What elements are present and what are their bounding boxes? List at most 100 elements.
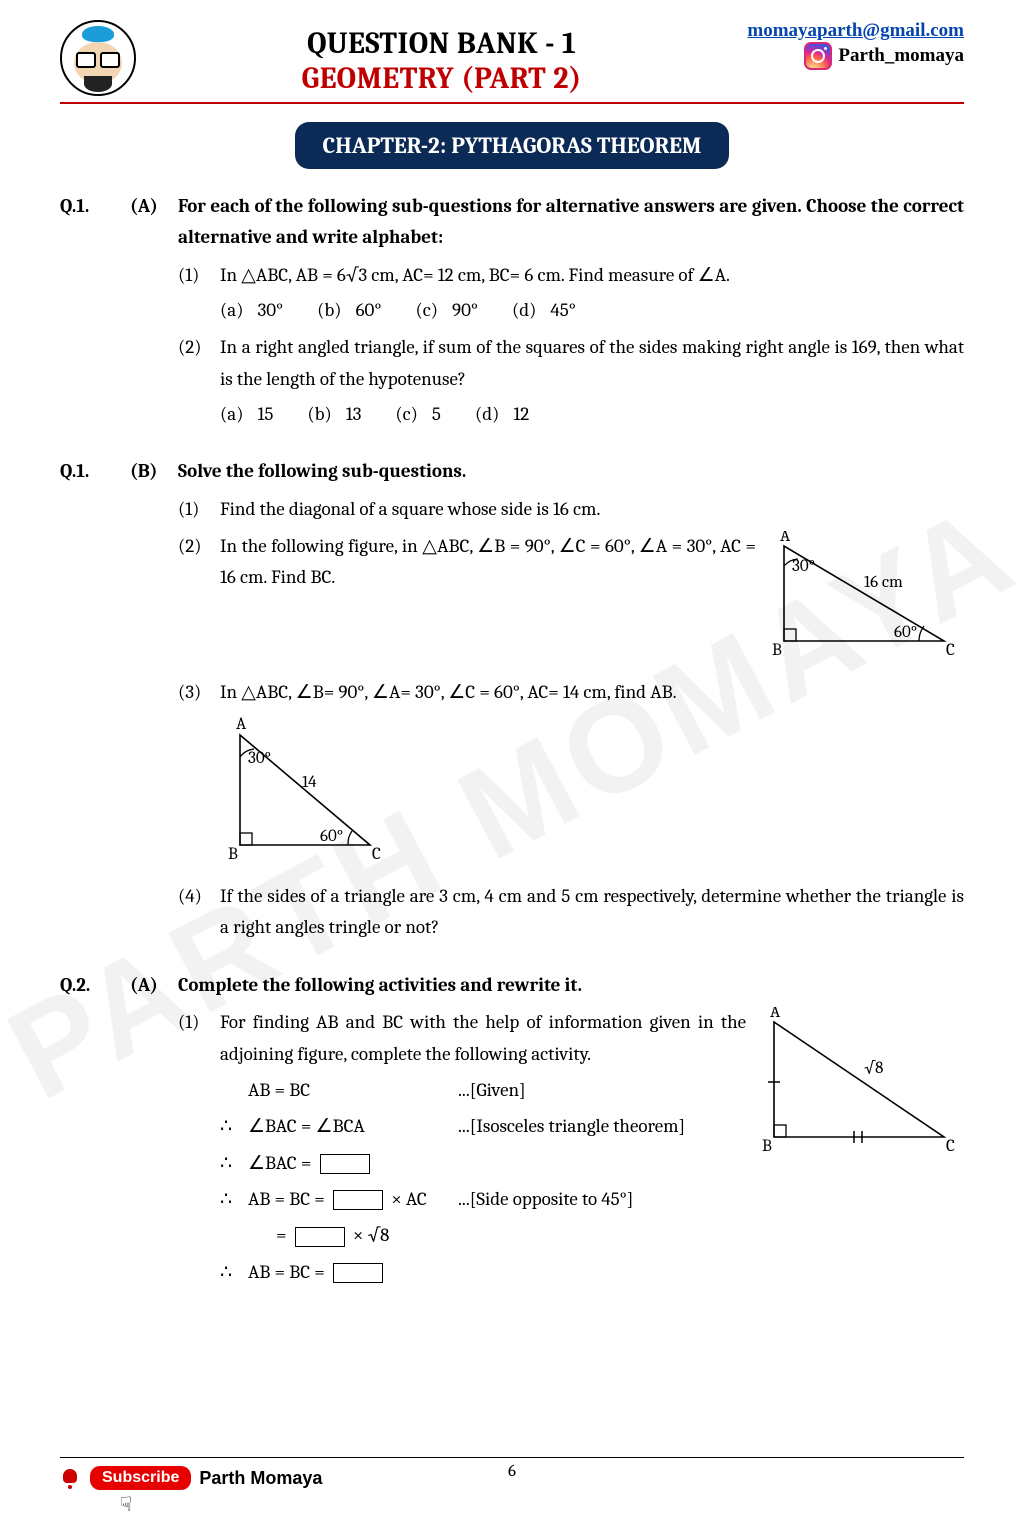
svg-text:B: B [228, 845, 238, 864]
subscribe-button[interactable]: Subscribe [90, 1466, 191, 1490]
opt-value: 60° [356, 295, 382, 326]
q-part: (A) [130, 970, 178, 1293]
opt-label: (c) [395, 399, 418, 430]
instagram-handle[interactable]: Parth_momaya [838, 45, 964, 67]
fill-blank[interactable] [333, 1263, 383, 1283]
cursor-icon: ☟ [120, 1492, 964, 1516]
sub-number: (1) [178, 494, 220, 525]
svg-text:A: A [780, 531, 791, 546]
opt-label: (d) [475, 399, 499, 430]
contact-email[interactable]: momayaparth@gmail.com [747, 20, 964, 42]
author-avatar [60, 20, 136, 96]
bell-icon[interactable] [60, 1467, 82, 1489]
svg-text:14: 14 [302, 773, 317, 792]
q1b-sub3: (3) In △ABC, ∠B= 90°, ∠A= 30°, ∠C = 60°,… [178, 677, 964, 875]
svg-text:B: B [772, 641, 782, 660]
opt-value: 13 [346, 399, 362, 430]
q-number: Q.1. [60, 456, 130, 943]
fill-blank[interactable] [320, 1154, 370, 1174]
svg-text:C: C [372, 845, 381, 864]
sub-number: (3) [178, 677, 220, 875]
q-part: (B) [130, 456, 178, 943]
sub-text: If the sides of a triangle are 3 cm, 4 c… [220, 881, 964, 944]
proof-reason: ...[Isosceles triangle theorem] [458, 1111, 685, 1142]
therefore: ∴ [220, 1148, 248, 1179]
q-part: (A) [130, 191, 178, 430]
q1a-sub1: (1) In △ABC, AB = 6√3 cm, AC= 12 cm, BC=… [178, 260, 964, 327]
author-name: Parth Momaya [199, 1468, 322, 1489]
proof-expr: AB = BC [248, 1075, 458, 1106]
title-line-2: GEOMETRY (PART 2) [136, 61, 747, 96]
footer: 6 Subscribe Parth Momaya ☟ [60, 1457, 964, 1516]
q2a-sub1: (1) A B C √8 [178, 1007, 964, 1293]
mcq-options: (a) 30° (b) 60° (c) 90° (d) 45° [220, 295, 964, 326]
question-1b: Q.1. (B) Solve the following sub-questio… [60, 456, 964, 943]
svg-text:B: B [762, 1137, 772, 1156]
content: Q.1. (A) For each of the following sub-q… [60, 191, 964, 1293]
therefore: ∴ [220, 1184, 248, 1215]
therefore: ∴ [220, 1257, 248, 1288]
q1a-stem: For each of the following sub-questions … [178, 191, 964, 254]
proof-expr: ∠BAC = ∠BCA [248, 1111, 458, 1142]
opt-value: 45° [550, 295, 576, 326]
opt-label: (b) [317, 295, 341, 326]
opt-value: 12 [513, 399, 529, 430]
q1b-sub2: (2) A B C 30° [178, 531, 964, 671]
svg-text:30°: 30° [248, 749, 271, 768]
sub-number: (4) [178, 881, 220, 944]
q-number: Q.1. [60, 191, 130, 430]
page-number: 6 [508, 1462, 516, 1481]
svg-text:30°: 30° [792, 557, 815, 576]
svg-text:√8: √8 [864, 1059, 883, 1078]
svg-text:A: A [236, 715, 247, 734]
fill-blank[interactable] [295, 1227, 345, 1247]
sub-text: In △ABC, AB = 6√3 cm, AC= 12 cm, BC= 6 c… [220, 260, 964, 291]
q1b-sub4: (4) If the sides of a triangle are 3 cm,… [178, 881, 964, 944]
q1b-sub1: (1) Find the diagonal of a square whose … [178, 494, 964, 525]
chapter-badge: CHAPTER-2: PYTHAGORAS THEOREM [295, 122, 730, 169]
opt-label: (a) [220, 295, 243, 326]
svg-text:60°: 60° [320, 827, 343, 846]
sub-text: Find the diagonal of a square whose side… [220, 494, 964, 525]
instagram-icon[interactable] [804, 42, 832, 70]
question-2a: Q.2. (A) Complete the following activiti… [60, 970, 964, 1293]
proof-expr: AB = BC = [248, 1257, 458, 1288]
therefore: ∴ [220, 1111, 248, 1142]
triangle-figure-1: A B C 30° 60° 16 cm [764, 531, 964, 671]
opt-value: 90° [452, 295, 478, 326]
proof-expr: AB = BC = × AC [248, 1184, 458, 1215]
q1a-sub2: (2) In a right angled triangle, if sum o… [178, 332, 964, 430]
header: QUESTION BANK - 1 GEOMETRY (PART 2) moma… [60, 20, 964, 96]
triangle-figure-2: A B C 30° 60° 14 [220, 715, 400, 875]
q-number: Q.2. [60, 970, 130, 1293]
proof-expr: ∠BAC = [248, 1148, 458, 1179]
svg-text:60°: 60° [894, 623, 917, 642]
svg-text:16 cm: 16 cm [864, 573, 903, 592]
q2a-stem: Complete the following activities and re… [178, 970, 964, 1001]
opt-label: (c) [415, 295, 438, 326]
opt-value: 15 [257, 399, 273, 430]
svg-text:C: C [946, 641, 955, 660]
mcq-options: (a) 15 (b) 13 (c) 5 (d) 12 [220, 399, 964, 430]
header-divider [60, 102, 964, 104]
q1b-stem: Solve the following sub-questions. [178, 456, 964, 487]
sub-number: (1) [178, 260, 220, 327]
question-1a: Q.1. (A) For each of the following sub-q… [60, 191, 964, 430]
sub-text: In △ABC, ∠B= 90°, ∠A= 30°, ∠C = 60°, AC=… [220, 677, 964, 708]
opt-value: 5 [432, 399, 441, 430]
proof-reason: ...[Side opposite to 45°] [458, 1184, 633, 1215]
svg-text:A: A [770, 1007, 781, 1022]
proof-expr: = × √8 [248, 1220, 486, 1251]
opt-label: (d) [512, 295, 536, 326]
sub-number: (2) [178, 531, 220, 671]
opt-label: (b) [307, 399, 331, 430]
opt-label: (a) [220, 399, 243, 430]
sub-number: (2) [178, 332, 220, 430]
fill-blank[interactable] [333, 1190, 383, 1210]
sub-text: In a right angled triangle, if sum of th… [220, 332, 964, 395]
triangle-figure-3: A B C √8 [754, 1007, 964, 1167]
proof-reason: ...[Given] [458, 1075, 526, 1106]
sub-number: (1) [178, 1007, 220, 1293]
opt-value: 30° [257, 295, 283, 326]
svg-text:C: C [946, 1137, 955, 1156]
